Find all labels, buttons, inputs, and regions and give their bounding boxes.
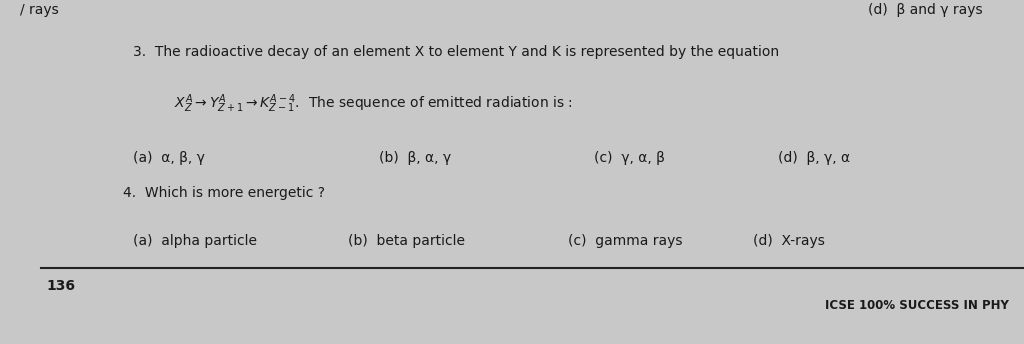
Text: 3.  The radioactive decay of an element X to element Y and K is represented by t: 3. The radioactive decay of an element X… [133,45,779,59]
Text: (d)  X-rays: (d) X-rays [753,234,824,248]
Text: (c)  gamma rays: (c) gamma rays [568,234,683,248]
Text: (d)  β, γ, α: (d) β, γ, α [778,151,850,165]
Text: (a)  alpha particle: (a) alpha particle [133,234,257,248]
Text: 4.  Which is more energetic ?: 4. Which is more energetic ? [123,186,325,200]
Text: (b)  β, α, γ: (b) β, α, γ [379,151,451,165]
Text: (a)  α, β, γ: (a) α, β, γ [133,151,205,165]
Text: (c)  γ, α, β: (c) γ, α, β [594,151,665,165]
Text: / rays: / rays [20,3,59,18]
Text: (b)  beta particle: (b) beta particle [348,234,465,248]
Text: (d)  β and γ rays: (d) β and γ rays [868,3,983,18]
Text: ICSE 100% SUCCESS IN PHY: ICSE 100% SUCCESS IN PHY [824,299,1009,312]
Text: $X^A_Z \rightarrow Y^A_{Z+1} \rightarrow K^{A-4}_{Z-1}$.  The sequence of emitte: $X^A_Z \rightarrow Y^A_{Z+1} \rightarrow… [174,93,573,116]
Text: 136: 136 [46,279,75,293]
